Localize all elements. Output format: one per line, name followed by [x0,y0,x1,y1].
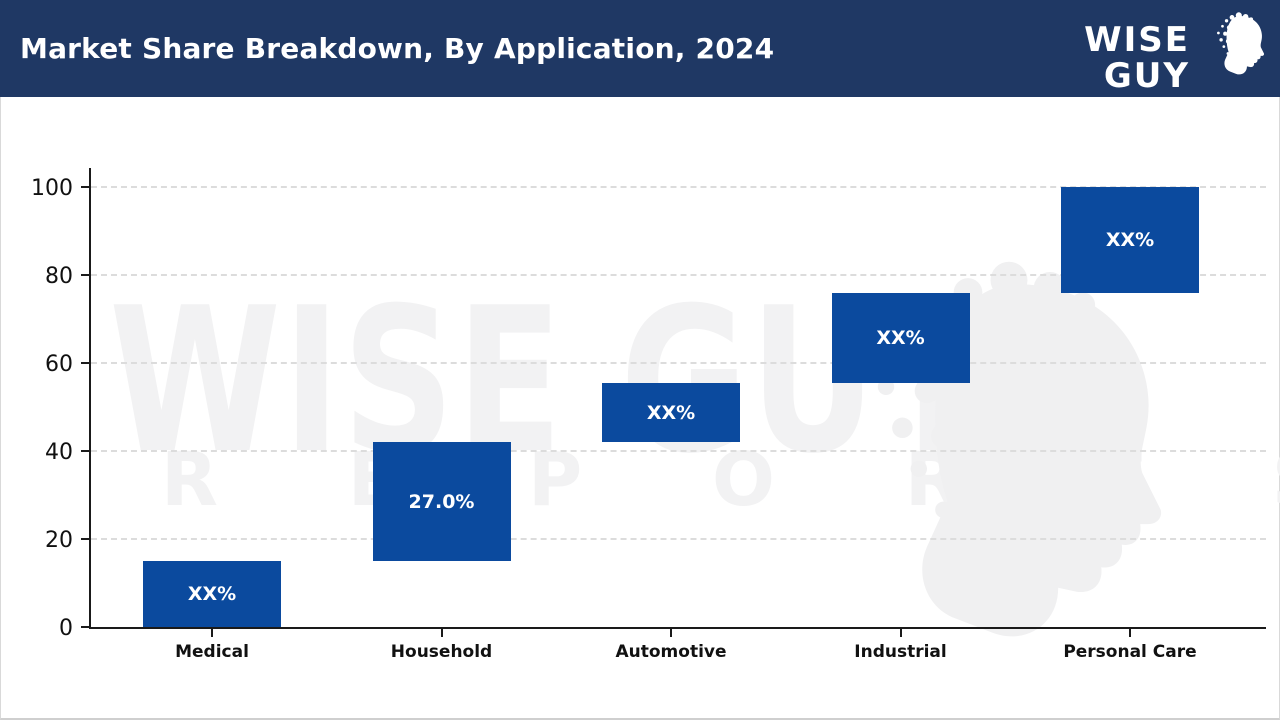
gridline-60 [91,362,1266,364]
y-tick-label-60: 60 [45,352,73,377]
logo-wordmark: WISE GUY [1084,20,1190,96]
gridline-40 [91,450,1266,452]
logo-face-icon [1198,8,1266,88]
y-axis [89,168,91,629]
gridline-20 [91,538,1266,540]
bar-personal-care: XX% [1061,187,1199,293]
x-label-medical: Medical [175,642,249,662]
y-tick-60 [81,362,89,364]
gridline-80 [91,274,1266,276]
bar-medical: XX% [143,561,281,627]
bar-label-household: 27.0% [408,490,475,513]
y-tick-40 [81,450,89,452]
x-tick-personal-care [1129,629,1131,637]
bar-label-personal-care: XX% [1105,228,1155,251]
x-tick-industrial [899,629,902,637]
y-tick-100 [81,186,89,188]
y-tick-label-20: 20 [45,528,73,553]
x-tick-medical [211,629,213,637]
x-label-automotive: Automotive [615,642,727,662]
bar-automotive: XX% [602,382,740,443]
bar-industrial: XX% [831,292,970,383]
plot-area: 0 20 40 60 80 100 XX% Medical 27.0% Household XX% A… [31,168,1266,662]
x-axis [89,627,1266,629]
y-tick-label-0: 0 [59,616,73,641]
page-title: Market Share Breakdown, By Application, … [20,32,775,65]
y-tick-label-80: 80 [45,264,73,289]
bar-label-medical: XX% [187,583,237,605]
x-tick-automotive [670,629,672,637]
x-label-personal-care: Personal Care [1063,642,1197,662]
x-tick-household [440,629,443,637]
bar-household: 27.0% [372,442,511,561]
gridline-100 [91,186,1266,188]
y-tick-0 [81,626,89,628]
y-tick-80 [81,274,89,276]
chart-area: WISE GUY R E P O R T S 0 20 40 60 80 100 XX% Me… [0,97,1280,720]
x-label-household: Household [390,642,493,662]
y-tick-label-40: 40 [45,440,73,465]
bar-label-automotive: XX% [646,401,696,424]
header-bar: Market Share Breakdown, By Application, … [0,0,1280,112]
x-label-industrial: Industrial [854,642,947,662]
bar-label-industrial: XX% [876,326,925,349]
y-tick-20 [81,538,89,540]
y-tick-label-100: 100 [31,176,73,201]
